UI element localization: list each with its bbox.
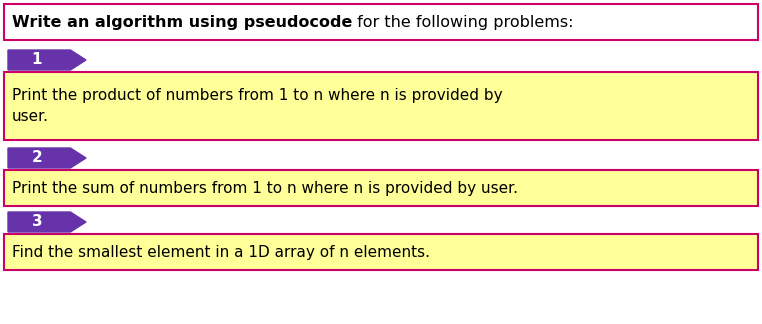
FancyBboxPatch shape xyxy=(4,234,758,270)
FancyBboxPatch shape xyxy=(4,4,758,40)
Polygon shape xyxy=(8,212,86,232)
Text: for the following problems:: for the following problems: xyxy=(352,15,574,29)
FancyBboxPatch shape xyxy=(4,72,758,140)
Polygon shape xyxy=(8,148,86,168)
Text: Print the sum of numbers from 1 to n where n is provided by user.: Print the sum of numbers from 1 to n whe… xyxy=(12,180,518,195)
Text: 1: 1 xyxy=(31,52,42,67)
Text: Write an algorithm using pseudocode: Write an algorithm using pseudocode xyxy=(12,15,352,29)
Text: 2: 2 xyxy=(31,151,42,166)
Text: Find the smallest element in a 1D array of n elements.: Find the smallest element in a 1D array … xyxy=(12,245,430,260)
Polygon shape xyxy=(8,50,86,70)
Text: 3: 3 xyxy=(31,214,42,229)
Text: Print the product of numbers from 1 to n where n is provided by
user.: Print the product of numbers from 1 to n… xyxy=(12,88,503,124)
FancyBboxPatch shape xyxy=(4,170,758,206)
